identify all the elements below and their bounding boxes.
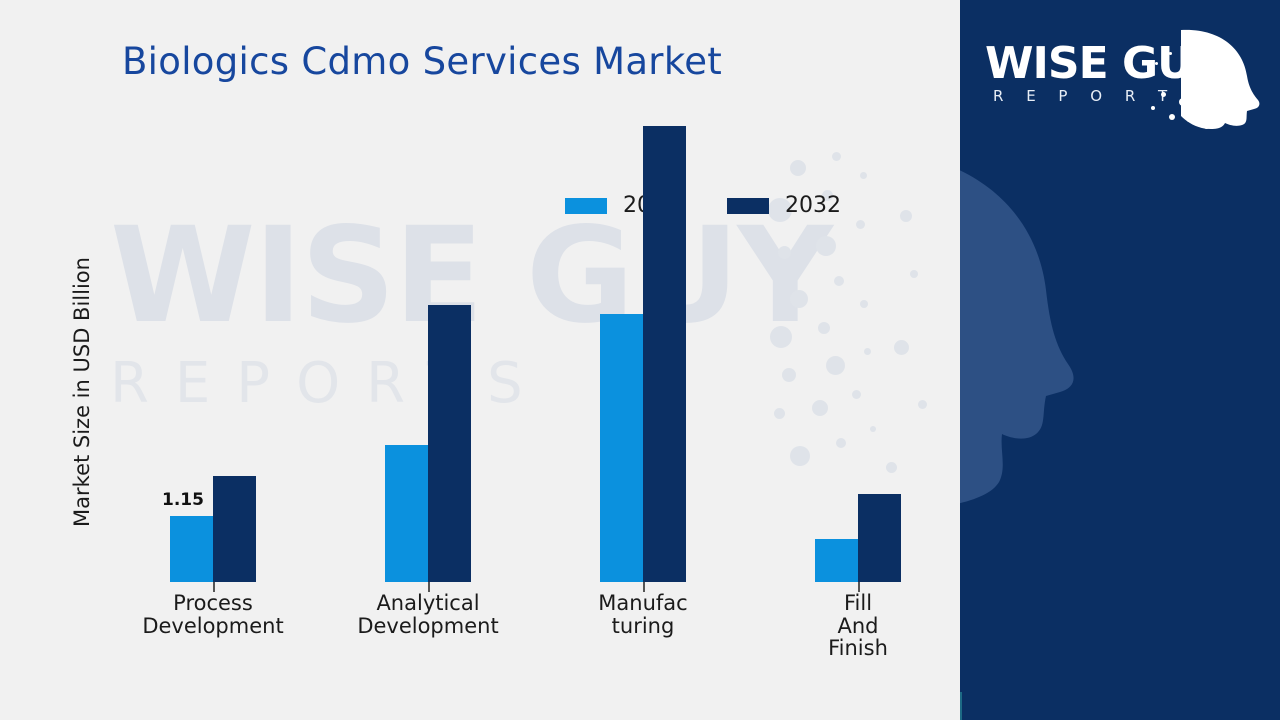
- page-title: Biologics Cdmo Services Market: [122, 40, 723, 83]
- logo-subtitle: R E P O R T S: [993, 87, 1209, 105]
- bar-2032[interactable]: [213, 476, 256, 582]
- x-axis-tick: [643, 582, 645, 592]
- watermark-molecule-dots-icon: [760, 150, 960, 510]
- logo-dots-icon: [1135, 32, 1245, 132]
- bar-value-label: 1.15: [162, 490, 204, 511]
- bar-group: 1.15 Process Development: [142, 120, 284, 637]
- legend-item-2032[interactable]: 2032: [727, 193, 841, 218]
- bar-2024[interactable]: [600, 313, 643, 582]
- x-axis-category-label: Fill And Finish: [828, 591, 888, 661]
- legend-swatch-2024: [565, 197, 607, 214]
- wiseguy-reports-logo[interactable]: WISE GUY R E P O R T S: [985, 29, 1265, 130]
- x-axis-tick: [213, 582, 215, 592]
- plot-area: 1.15 Process Development Analytical Develo…: [100, 120, 940, 660]
- y-axis-label: Market Size in USD Billion: [70, 257, 94, 527]
- x-axis-category-label: Process Development: [142, 591, 284, 638]
- teal-corner-strip: [960, 692, 962, 720]
- bar-group: Analytical Development: [357, 120, 499, 637]
- bar-group: Manufac turing: [598, 120, 688, 637]
- bar-2032[interactable]: [858, 493, 901, 582]
- bar-2032[interactable]: [643, 125, 686, 582]
- head-silhouette-icon: [960, 150, 1110, 570]
- x-axis-category-label: Manufac turing: [598, 591, 688, 638]
- x-axis-category-label: Analytical Development: [357, 591, 499, 638]
- brand-panel: WISE GUY R E P O R T S: [960, 0, 1280, 720]
- x-axis-tick: [428, 582, 430, 592]
- legend-swatch-2032: [727, 197, 769, 214]
- bar-group: Fill And Finish: [815, 120, 901, 660]
- bar-2024[interactable]: [170, 516, 213, 582]
- bar-2024[interactable]: [385, 445, 428, 582]
- x-axis-tick: [858, 582, 860, 592]
- bar-2032[interactable]: [428, 305, 471, 582]
- chart-panel: WISE GUY REPORTS Biologics Cdmo Services…: [70, 40, 960, 660]
- bar-2024[interactable]: [815, 539, 858, 582]
- legend-label-2032: 2032: [785, 193, 841, 218]
